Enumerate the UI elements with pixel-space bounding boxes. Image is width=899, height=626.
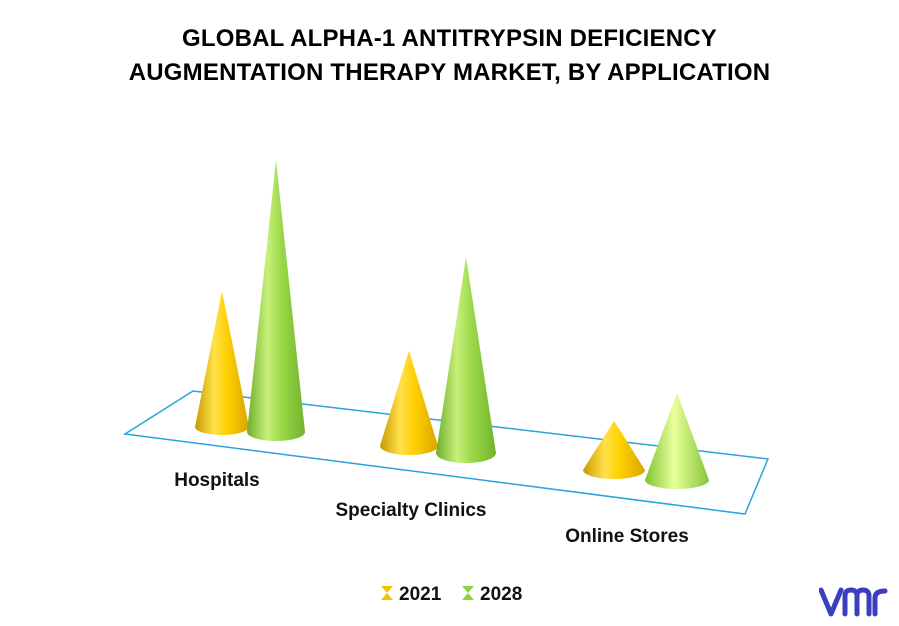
category-label-online-stores: Online Stores	[565, 526, 689, 547]
cone-online-stores-2021	[583, 421, 645, 479]
cone-specialty-clinics-2021	[380, 350, 438, 455]
floor-plane	[122, 390, 770, 515]
cone-hospitals-2021	[195, 291, 249, 435]
vmr-logo	[819, 587, 888, 617]
cone-online-stores-2028	[645, 392, 709, 489]
chart-title: GLOBAL ALPHA-1 ANTITRYPSIN DEFICIENCY AU…	[0, 22, 899, 90]
legend-swatch-2021	[381, 586, 393, 600]
cone-specialty-clinics-2028	[436, 257, 496, 463]
category-label-specialty-clinics: Specialty Clinics	[335, 500, 486, 521]
cone-hospitals-2028	[247, 160, 305, 441]
legend-swatch-2028	[462, 586, 474, 600]
legend-label-2021: 2021	[399, 584, 442, 605]
category-label-hospitals: Hospitals	[174, 470, 260, 491]
chart-title-line-1: GLOBAL ALPHA-1 ANTITRYPSIN DEFICIENCY	[182, 25, 717, 52]
category-labels: Hospitals Specialty Clinics Online Stores	[174, 470, 689, 547]
legend-label-2028: 2028	[480, 584, 522, 605]
legend: 2021 2028	[381, 584, 522, 605]
chart-title-line-2: AUGMENTATION THERAPY MARKET, BY APPLICAT…	[128, 59, 771, 86]
cone-group	[195, 160, 709, 489]
